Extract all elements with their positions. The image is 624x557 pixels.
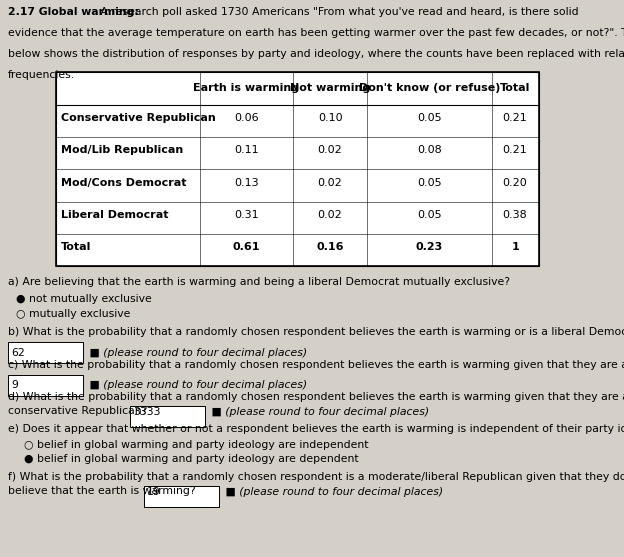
Text: 0.23: 0.23 [416, 242, 443, 252]
Bar [130, 406, 205, 427]
Text: below shows the distribution of responses by party and ideology, where the count: below shows the distribution of response… [8, 49, 624, 59]
Text: Don't know (or refuse): Don't know (or refuse) [359, 83, 500, 93]
Bar [8, 375, 83, 396]
Text: Total: Total [500, 83, 530, 93]
Text: c) What is the probability that a randomly chosen respondent believes the earth : c) What is the probability that a random… [8, 360, 624, 370]
Text: 0.02: 0.02 [318, 210, 343, 220]
Text: 19: 19 [147, 487, 161, 497]
Bar [144, 486, 219, 507]
Text: 62: 62 [11, 348, 25, 358]
Text: ● not mutually exclusive: ● not mutually exclusive [16, 295, 152, 305]
Text: 0.06: 0.06 [234, 113, 259, 123]
Text: 0.21: 0.21 [503, 113, 527, 123]
Text: 0.10: 0.10 [318, 113, 343, 123]
Text: Liberal Democrat: Liberal Democrat [61, 210, 168, 220]
Text: 0.02: 0.02 [318, 145, 343, 155]
Text: ■ (please round to four decimal places): ■ (please round to four decimal places) [222, 487, 443, 497]
Text: 0.11: 0.11 [234, 145, 259, 155]
Text: believe that the earth is warming?: believe that the earth is warming? [8, 486, 196, 496]
Text: 0.61: 0.61 [233, 242, 260, 252]
Text: ○ mutually exclusive: ○ mutually exclusive [16, 309, 130, 319]
Text: A research poll asked 1730 Americans "From what you've read and heard, is there : A research poll asked 1730 Americans "Fr… [97, 7, 579, 17]
Text: 2.17 Global warming:: 2.17 Global warming: [8, 7, 139, 17]
Bar [56, 72, 539, 266]
Text: a) Are believing that the earth is warming and being a liberal Democrat mutually: a) Are believing that the earth is warmi… [8, 277, 510, 287]
Text: 0.05: 0.05 [417, 113, 442, 123]
Text: d) What is the probability that a randomly chosen respondent believes the earth : d) What is the probability that a random… [8, 392, 624, 402]
Text: ■ (please round to four decimal places): ■ (please round to four decimal places) [86, 348, 307, 358]
Text: 3333: 3333 [133, 407, 160, 417]
Text: 0.13: 0.13 [234, 178, 259, 188]
Text: 9: 9 [11, 380, 18, 390]
Text: 0.20: 0.20 [503, 178, 527, 188]
Text: ○ belief in global warming and party ideology are independent: ○ belief in global warming and party ide… [24, 440, 368, 450]
Bar [56, 72, 539, 266]
Text: b) What is the probability that a randomly chosen respondent believes the earth : b) What is the probability that a random… [8, 327, 624, 337]
Text: Earth is warming: Earth is warming [193, 83, 300, 93]
Text: f) What is the probability that a randomly chosen respondent is a moderate/liber: f) What is the probability that a random… [8, 472, 624, 482]
Text: conservative Republican?: conservative Republican? [8, 406, 147, 416]
Text: 0.21: 0.21 [503, 145, 527, 155]
Text: Conservative Republican: Conservative Republican [61, 113, 216, 123]
Text: frequencies.: frequencies. [8, 70, 76, 80]
Text: e) Does it appear that whether or not a respondent believes the earth is warming: e) Does it appear that whether or not a … [8, 423, 624, 433]
Text: 0.02: 0.02 [318, 178, 343, 188]
Text: 0.05: 0.05 [417, 210, 442, 220]
Text: Mod/Lib Republican: Mod/Lib Republican [61, 145, 183, 155]
Text: 0.05: 0.05 [417, 178, 442, 188]
Text: 0.08: 0.08 [417, 145, 442, 155]
Text: evidence that the average temperature on earth has been getting warmer over the : evidence that the average temperature on… [8, 28, 624, 38]
Text: ■ (please round to four decimal places): ■ (please round to four decimal places) [86, 380, 307, 390]
Text: ● belief in global warming and party ideology are dependent: ● belief in global warming and party ide… [24, 455, 358, 465]
Text: Mod/Cons Democrat: Mod/Cons Democrat [61, 178, 187, 188]
Text: ■ (please round to four decimal places): ■ (please round to four decimal places) [208, 407, 429, 417]
Text: 1: 1 [511, 242, 519, 252]
Text: Not warming: Not warming [290, 83, 370, 93]
Text: Total: Total [61, 242, 92, 252]
Text: 0.31: 0.31 [234, 210, 259, 220]
Bar [8, 342, 83, 363]
Text: 0.38: 0.38 [503, 210, 527, 220]
Text: 0.16: 0.16 [316, 242, 344, 252]
